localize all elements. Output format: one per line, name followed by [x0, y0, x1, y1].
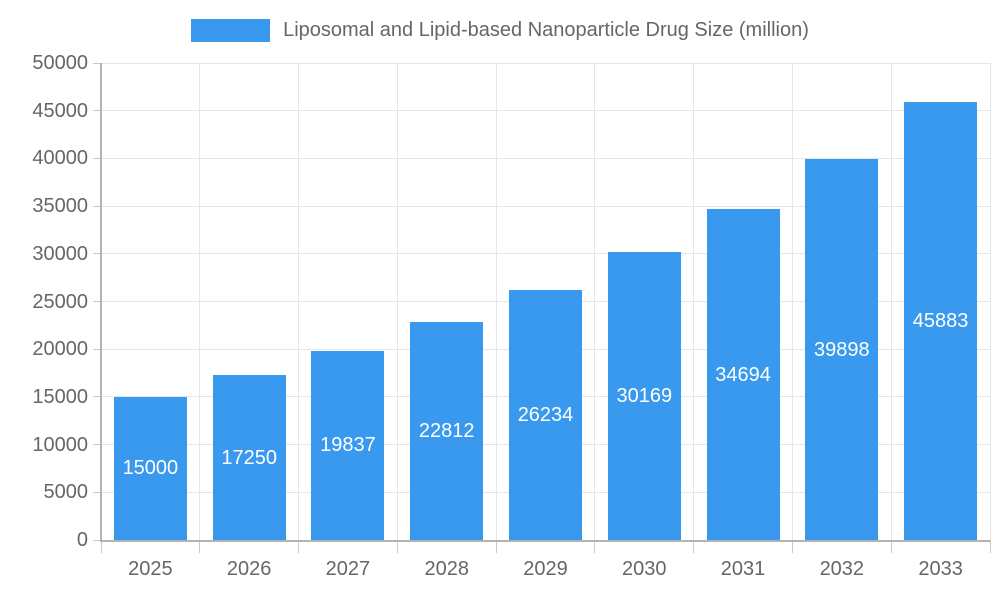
bar-value-label: 45883	[912, 310, 969, 333]
bar-value-label: 34694	[715, 363, 771, 386]
bar-2032: 39898	[805, 159, 879, 540]
x-axis-line	[100, 540, 990, 542]
x-axis-tick	[890, 540, 892, 553]
y-axis-tick	[93, 110, 101, 112]
legend-label: Liposomal and Lipid-based Nanoparticle D…	[283, 19, 809, 41]
bar-value-label: 17250	[221, 446, 277, 469]
x-axis-tick-label: 2032	[819, 558, 865, 580]
y-axis-tick-label: 0	[76, 529, 88, 551]
bar-value-label: 30169	[616, 385, 673, 408]
gridline-vertical	[989, 63, 991, 540]
y-axis-tick	[93, 539, 101, 541]
x-axis-tick	[199, 540, 201, 553]
bar-value-label: 15000	[122, 457, 179, 480]
x-axis-tick	[693, 540, 695, 553]
x-axis-tick-label: 2033	[918, 558, 963, 580]
x-axis-tick-label: 2029	[523, 558, 568, 580]
gridline-vertical	[791, 63, 793, 540]
x-axis-tick-label: 2025	[128, 558, 173, 580]
legend-swatch-icon	[191, 18, 271, 42]
bar-2028: 22812	[410, 322, 484, 540]
y-axis-tick	[93, 301, 101, 302]
y-axis-line	[100, 63, 102, 540]
gridline-vertical	[199, 63, 201, 540]
x-axis-tick-label: 2026	[226, 558, 272, 580]
x-axis-tick-label: 2031	[720, 558, 766, 580]
y-axis-tick-label: 15000	[32, 385, 88, 408]
y-axis-tick-label: 20000	[32, 338, 88, 361]
bar-2026: 17250	[212, 375, 286, 540]
gridline-horizontal	[101, 62, 990, 64]
x-axis-tick	[594, 540, 596, 553]
gridline-horizontal	[101, 205, 990, 207]
gridline-horizontal	[101, 110, 990, 112]
bar-2029: 26234	[509, 289, 582, 540]
gridline-vertical	[396, 63, 398, 540]
x-axis-tick-label: 2028	[424, 558, 469, 580]
bar-value-label: 26234	[517, 403, 574, 426]
gridline-vertical	[693, 63, 695, 540]
x-axis-tick	[396, 540, 398, 553]
y-axis-tick	[93, 205, 101, 207]
gridline-horizontal	[101, 157, 990, 159]
x-axis-tick	[495, 540, 497, 553]
y-axis-tick-label: 5000	[43, 481, 89, 504]
gridline-vertical	[594, 63, 596, 540]
bar-value-label: 39898	[814, 338, 870, 361]
x-axis-tick	[298, 540, 300, 553]
bar-2025: 15000	[113, 396, 187, 540]
bar-value-label: 22812	[418, 420, 475, 443]
bar-2030: 30169	[607, 252, 681, 540]
y-axis-tick	[93, 253, 101, 255]
x-axis-tick	[100, 540, 102, 553]
y-axis-tick-label: 40000	[32, 147, 88, 170]
x-axis-tick	[989, 540, 991, 553]
y-axis-tick-label: 30000	[32, 242, 88, 265]
y-axis-tick-label: 10000	[32, 433, 88, 456]
x-axis-tick-label: 2030	[622, 558, 667, 580]
y-axis-tick-label: 50000	[32, 52, 88, 74]
y-axis-tick	[93, 396, 101, 398]
bar-2031: 34694	[706, 209, 780, 540]
y-axis-tick-label: 35000	[32, 195, 88, 218]
y-axis-tick	[93, 157, 101, 159]
y-axis-tick	[93, 444, 101, 446]
y-axis-tick-label: 25000	[32, 290, 88, 313]
y-axis-tick-label: 45000	[32, 99, 88, 122]
x-axis-tick-label: 2027	[325, 558, 371, 580]
y-axis-tick	[93, 348, 101, 350]
gridline-vertical	[298, 63, 300, 540]
bar-2033: 45883	[904, 102, 978, 540]
chart-legend[interactable]: Liposomal and Lipid-based Nanoparticle D…	[0, 18, 1000, 42]
gridline-horizontal	[101, 253, 990, 255]
y-axis-tick	[93, 491, 101, 493]
bar-value-label: 19837	[320, 434, 376, 457]
bar-2027: 19837	[311, 350, 385, 540]
gridline-vertical	[890, 63, 892, 540]
gridline-vertical	[495, 63, 497, 540]
y-axis-tick	[93, 62, 101, 64]
x-axis-tick	[791, 540, 793, 553]
